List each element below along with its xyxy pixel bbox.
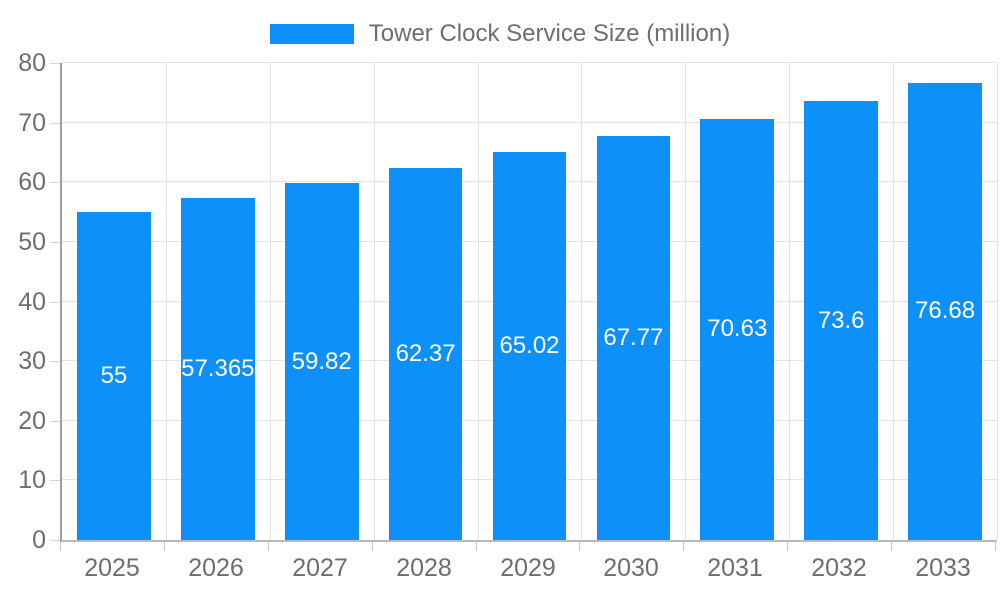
- y-tick-label: 20: [18, 407, 46, 435]
- x-tick-label: 2031: [707, 554, 763, 582]
- x-tick-label: 2026: [188, 554, 244, 582]
- plot-area: 55 57.365 59.82 62.37 65.02 67.77 70.63 73.6 76.…: [60, 62, 998, 542]
- x-axis-tick: [476, 542, 477, 551]
- gridline-vertical: [893, 63, 895, 540]
- gridline-vertical: [477, 63, 479, 540]
- bar[interactable]: 62.37: [388, 168, 463, 540]
- y-axis-tick: [50, 63, 60, 64]
- x-tick-label: 2027: [292, 554, 348, 582]
- x-tick-label: 2032: [811, 554, 867, 582]
- y-axis-tick: [50, 182, 60, 183]
- y-tick-label: 40: [18, 288, 46, 316]
- gridline-vertical: [997, 63, 998, 540]
- x-axis-tick: [372, 542, 373, 551]
- gridline-vertical: [581, 63, 583, 540]
- x-axis-tick: [579, 542, 580, 551]
- legend[interactable]: Tower Clock Service Size (million): [0, 20, 1000, 47]
- legend-label: Tower Clock Service Size (million): [368, 20, 731, 47]
- gridline-horizontal: [62, 121, 997, 123]
- bar[interactable]: 59.82: [284, 183, 359, 540]
- bar[interactable]: 70.63: [700, 118, 775, 540]
- gridline-vertical: [789, 63, 791, 540]
- bar[interactable]: 57.365: [180, 197, 255, 540]
- bar-value-label: 59.82: [291, 347, 352, 375]
- y-tick-label: 80: [18, 49, 46, 77]
- y-tick-label: 10: [18, 466, 46, 494]
- y-axis-tick: [50, 361, 60, 362]
- x-axis-tick: [995, 542, 996, 551]
- bar[interactable]: 73.6: [804, 101, 879, 540]
- bar-value-label: 70.63: [707, 315, 768, 343]
- x-axis-tick: [787, 542, 788, 551]
- x-axis-tick: [268, 542, 269, 551]
- y-axis-tick: [50, 480, 60, 481]
- x-tick-label: 2033: [915, 554, 971, 582]
- gridline-vertical: [373, 63, 375, 540]
- bar[interactable]: 67.77: [596, 135, 671, 540]
- x-tick-label: 2030: [603, 554, 659, 582]
- y-axis-tick: [50, 540, 60, 541]
- x-axis-tick: [164, 542, 165, 551]
- bar[interactable]: 65.02: [492, 152, 567, 540]
- y-tick-label: 50: [18, 228, 46, 256]
- y-tick-label: 0: [32, 526, 46, 554]
- bar-value-label: 57.365: [181, 354, 255, 382]
- y-tick-label: 30: [18, 347, 46, 375]
- gridline-vertical: [685, 63, 687, 540]
- gridline-horizontal: [62, 62, 997, 63]
- y-axis-tick: [50, 242, 60, 243]
- y-tick-label: 60: [18, 168, 46, 196]
- bar-value-label: 67.77: [603, 323, 664, 351]
- bar-value-label: 76.68: [915, 297, 976, 325]
- gridline-vertical: [269, 63, 271, 540]
- x-axis-tick: [683, 542, 684, 551]
- legend-swatch: [269, 24, 354, 44]
- bar-value-label: 62.37: [395, 340, 456, 368]
- x-axis-tick: [60, 542, 61, 551]
- x-tick-label: 2025: [84, 554, 140, 582]
- x-tick-label: 2029: [500, 554, 556, 582]
- y-axis-tick: [50, 421, 60, 422]
- bar-value-label: 65.02: [499, 332, 560, 360]
- bar-value-label: 55: [100, 362, 128, 390]
- bar[interactable]: 55: [77, 212, 151, 540]
- bar-value-label: 73.6: [817, 306, 865, 334]
- x-axis-tick: [891, 542, 892, 551]
- y-axis-tick: [50, 123, 60, 124]
- gridline-vertical: [165, 63, 167, 540]
- x-tick-label: 2028: [396, 554, 452, 582]
- y-axis-tick: [50, 302, 60, 303]
- y-tick-label: 70: [18, 109, 46, 137]
- bar[interactable]: 76.68: [908, 82, 982, 540]
